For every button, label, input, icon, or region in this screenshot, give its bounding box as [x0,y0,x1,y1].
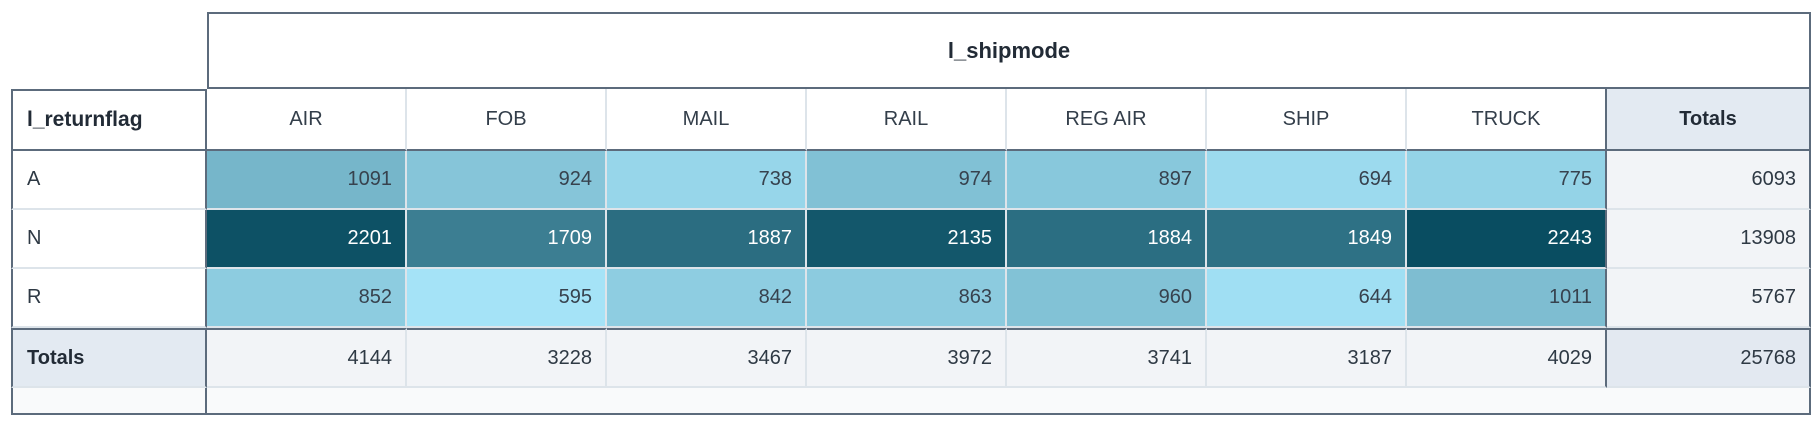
column-header-air: AIR [207,89,407,151]
heat-cell-n-mail: 1887 [607,210,807,269]
data-row-a: A 1091 924 738 974 897 694 775 6093 [11,151,1811,210]
pivot-table: l_shipmode l_returnflag AIR FOB MAIL RAIL RE… [11,12,1811,415]
column-header-reg-air: REG AIR [1007,89,1207,151]
heat-cell-n-reg-air: 1884 [1007,210,1207,269]
totals-column-header: Totals [1607,89,1811,151]
row-total-a: 6093 [1607,151,1811,210]
pivot-body: A 1091 924 738 974 897 694 775 6093 N 2201 1709 1887… [11,151,1811,415]
heat-cell-a-reg-air: 897 [1007,151,1207,210]
column-total-reg-air: 3741 [1007,328,1207,388]
heat-cell-a-truck: 775 [1407,151,1607,210]
row-label-r: R [11,269,207,328]
row-label-a: A [11,151,207,210]
column-header-rail: RAIL [807,89,1007,151]
heat-cell-a-rail: 974 [807,151,1007,210]
corner-blank-cell [11,12,207,89]
heat-cell-n-fob: 1709 [407,210,607,269]
column-total-rail: 3972 [807,328,1007,388]
row-label-n: N [11,210,207,269]
heat-cell-r-reg-air: 960 [1007,269,1207,328]
footer-empty-left-cell [11,388,207,415]
column-total-ship: 3187 [1207,328,1407,388]
heat-cell-n-ship: 1849 [1207,210,1407,269]
column-total-fob: 3228 [407,328,607,388]
column-header-fob: FOB [407,89,607,151]
grand-total-cell: 25768 [1607,328,1811,388]
heat-cell-a-fob: 924 [407,151,607,210]
column-header-truck: TRUCK [1407,89,1607,151]
column-header-mail: MAIL [607,89,807,151]
footer-empty-row [11,388,1811,415]
heat-cell-a-air: 1091 [207,151,407,210]
pivot-table-container: l_shipmode l_returnflag AIR FOB MAIL RAIL RE… [11,12,1811,415]
heat-cell-n-rail: 2135 [807,210,1007,269]
totals-row: Totals 4144 3228 3467 3972 3741 3187 4029 25768 [11,328,1811,388]
column-header-ship: SHIP [1207,89,1407,151]
heat-cell-r-truck: 1011 [1407,269,1607,328]
heat-cell-r-ship: 644 [1207,269,1407,328]
heat-cell-r-fob: 595 [407,269,607,328]
heat-cell-r-rail: 863 [807,269,1007,328]
heat-cell-n-air: 2201 [207,210,407,269]
column-dimension-row: l_shipmode [11,12,1811,89]
footer-empty-cell [207,388,1811,415]
data-row-r: R 852 595 842 863 960 644 1011 5767 [11,269,1811,328]
heat-cell-a-mail: 738 [607,151,807,210]
totals-row-label: Totals [11,328,207,388]
heat-cell-n-truck: 2243 [1407,210,1607,269]
row-total-r: 5767 [1607,269,1811,328]
column-total-air: 4144 [207,328,407,388]
column-total-mail: 3467 [607,328,807,388]
data-row-n: N 2201 1709 1887 2135 1884 1849 2243 13908 [11,210,1811,269]
row-total-n: 13908 [1607,210,1811,269]
column-total-truck: 4029 [1407,328,1607,388]
heat-cell-r-air: 852 [207,269,407,328]
row-dimension-label: l_returnflag [11,89,207,151]
column-header-row: l_returnflag AIR FOB MAIL RAIL REG AIR SHIP TR… [11,89,1811,151]
column-dimension-label: l_shipmode [207,12,1811,89]
heat-cell-r-mail: 842 [607,269,807,328]
heat-cell-a-ship: 694 [1207,151,1407,210]
